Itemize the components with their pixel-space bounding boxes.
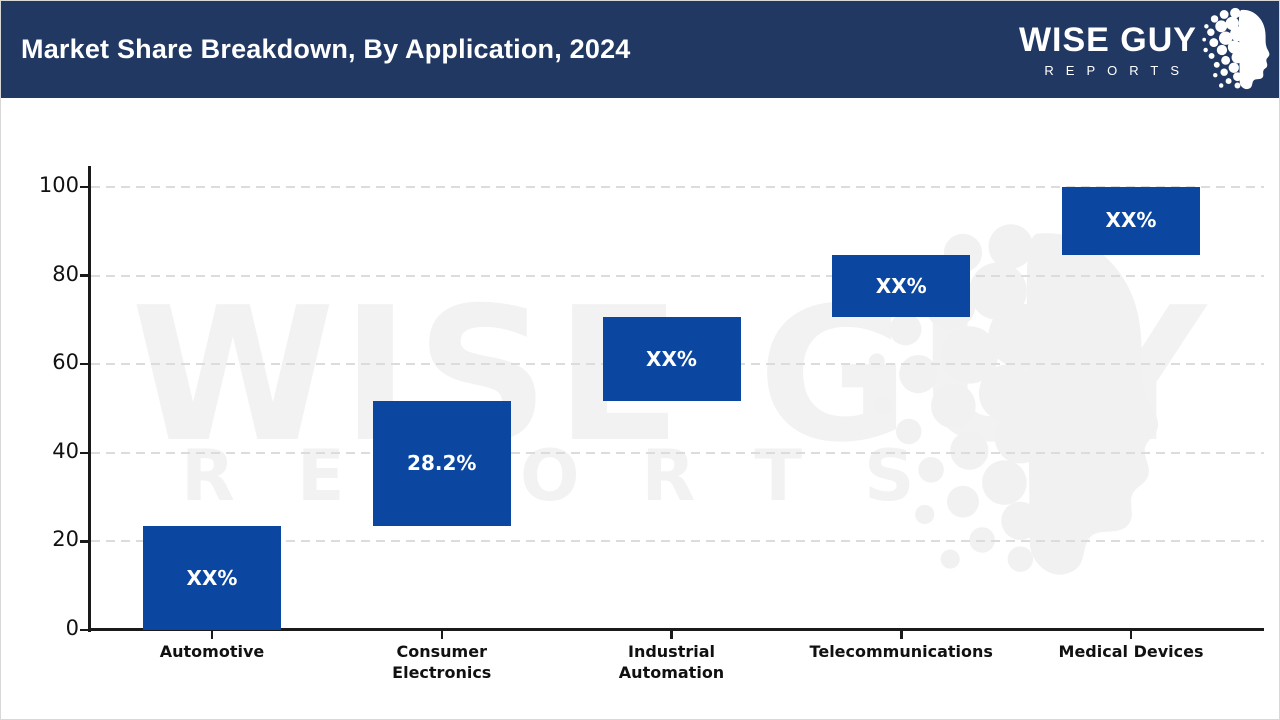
bar-segment [143, 525, 281, 630]
gridline [91, 274, 1264, 277]
y-tick-mark [80, 540, 89, 543]
x-category-label: Automotive [159, 642, 265, 661]
brand-logo-sub: REPORTS [1044, 63, 1191, 78]
gridline [91, 451, 1264, 454]
gridline [91, 186, 1264, 188]
x-category-label: Medical Devices [1058, 642, 1204, 661]
brand-logo: WISE GUY REPORTS [1017, 1, 1277, 98]
x-tick-mark [670, 630, 673, 639]
y-tick-label: 40 [52, 438, 79, 463]
x-tick-mark [440, 630, 443, 639]
chart-title: Market Share Breakdown, By Application, … [21, 34, 631, 64]
y-axis-spine [88, 166, 91, 632]
bar-value-label: XX% [1105, 208, 1157, 232]
bar-value-label: 28.2% [407, 450, 477, 475]
y-tick-label: 80 [52, 261, 79, 286]
bar-segment [602, 316, 741, 401]
brand-logo-name: WISE GUY [1018, 21, 1197, 59]
bar-segment [372, 400, 511, 526]
x-tick-mark [900, 630, 903, 639]
bar-segment [1062, 187, 1200, 255]
watermark-brand-sub: REPORTS [181, 435, 977, 517]
gridline [91, 540, 1264, 543]
dotted-head-profile-icon [1202, 7, 1270, 90]
x-axis-spine [88, 628, 1264, 631]
bar-value-label: XX% [646, 346, 697, 371]
y-tick-mark [80, 362, 89, 366]
bar-segment [832, 254, 971, 317]
x-tick-mark [1129, 630, 1133, 639]
y-tick-mark [80, 185, 89, 189]
y-tick-label: 100 [38, 173, 79, 197]
y-tick-mark [80, 628, 89, 632]
y-tick-mark [80, 274, 89, 277]
x-category-label: Consumer Electronics [392, 642, 492, 682]
x-tick-mark [210, 630, 214, 639]
y-tick-mark [80, 451, 89, 455]
bar-value-label: XX% [875, 273, 927, 298]
bar-value-label: XX% [186, 565, 238, 590]
x-category-label: Telecommunications [809, 642, 993, 661]
y-tick-label: 20 [52, 527, 79, 552]
y-tick-label: 0 [65, 616, 79, 640]
y-tick-label: 60 [52, 350, 79, 375]
header-bar: Market Share Breakdown, By Application, … [1, 1, 1279, 98]
x-category-label: Industrial Automation [618, 642, 725, 682]
